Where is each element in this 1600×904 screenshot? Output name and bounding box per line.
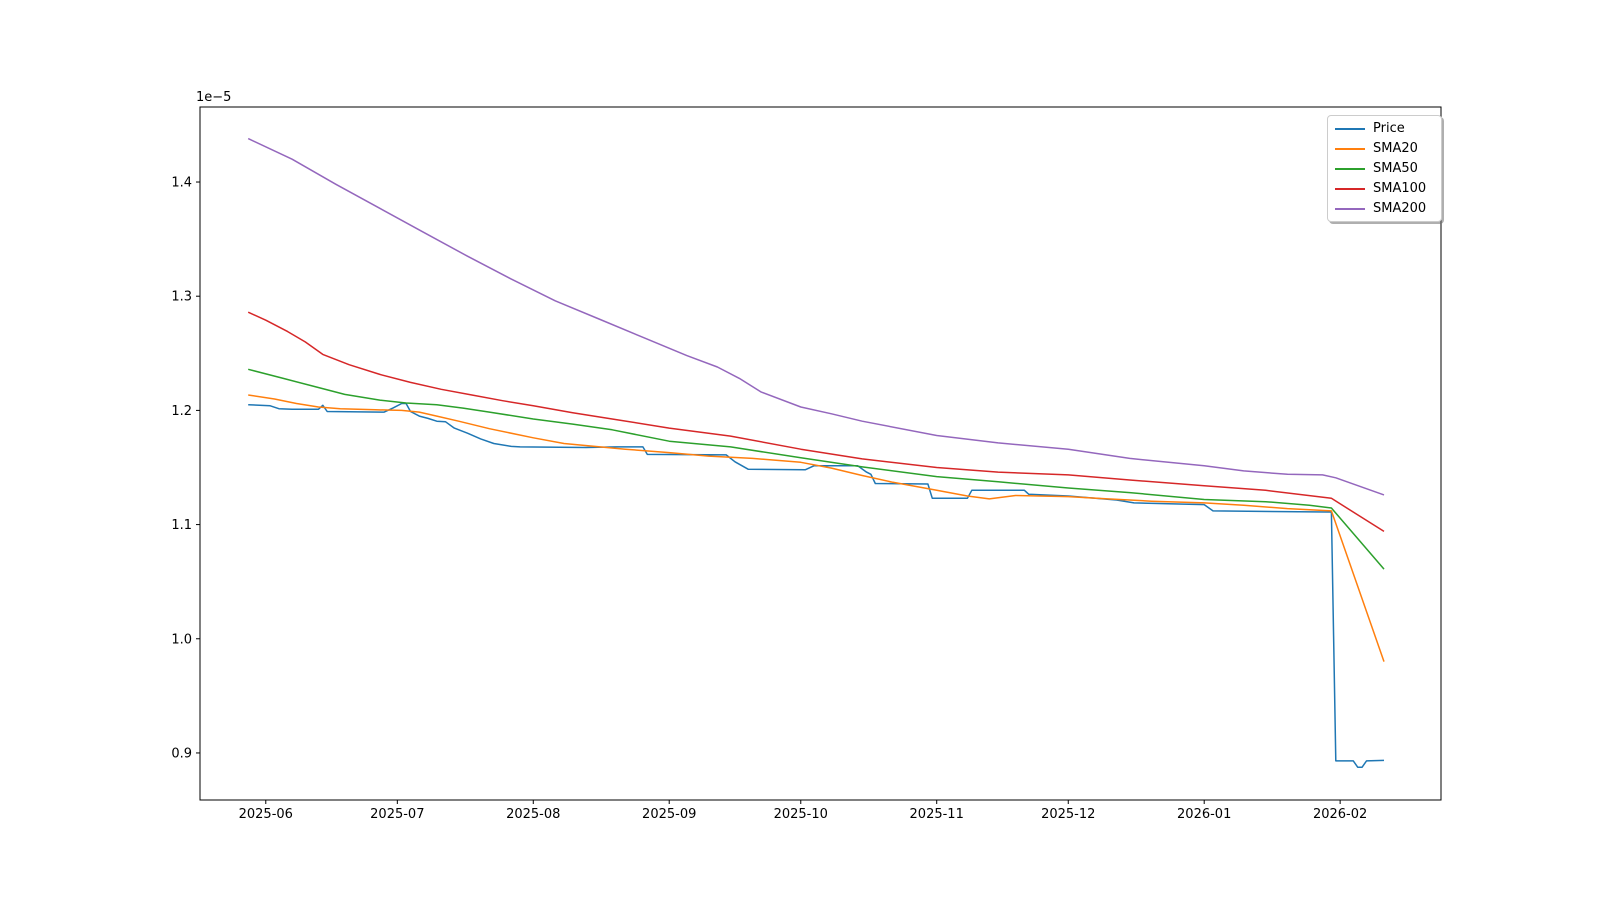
x-tick-label: 2025-08	[506, 807, 560, 822]
legend-item-sma20: SMA20	[1335, 140, 1435, 157]
legend-label-price: Price	[1373, 121, 1405, 136]
axes-frame	[199, 106, 1442, 801]
legend: Price SMA20 SMA50 SMA100 SMA200	[1327, 115, 1442, 222]
legend-line-swatch-sma50	[1335, 167, 1365, 170]
y-tick-label: 1.1	[171, 518, 192, 533]
x-tick-label: 2025-07	[370, 807, 424, 822]
series-line-sma20	[248, 394, 1385, 662]
legend-label-sma200: SMA200	[1373, 201, 1427, 216]
x-tick-label: 2025-10	[774, 807, 828, 822]
legend-item-sma200: SMA200	[1335, 200, 1435, 217]
x-tick-label: 2026-02	[1313, 807, 1367, 822]
x-tick-label: 2025-06	[239, 807, 293, 822]
legend-line-swatch-sma20	[1335, 147, 1365, 150]
legend-line-swatch-sma100	[1335, 187, 1365, 190]
x-tick-label: 2025-11	[910, 807, 964, 822]
legend-label-sma20: SMA20	[1373, 141, 1418, 156]
series-line-sma200	[247, 137, 1385, 496]
x-tick-label: 2026-01	[1177, 807, 1231, 822]
y-axis-offset-text: 1e−5	[196, 90, 231, 105]
legend-label-sma50: SMA50	[1373, 161, 1418, 176]
legend-label-sma100: SMA100	[1373, 181, 1427, 196]
legend-line-swatch-price	[1335, 127, 1365, 130]
x-tick-label: 2025-09	[642, 807, 696, 822]
series-line-sma100	[247, 311, 1385, 533]
legend-item-sma50: SMA50	[1335, 160, 1435, 177]
y-tick-label: 1.3	[171, 290, 192, 305]
legend-item-price: Price	[1335, 120, 1435, 137]
series-line-sma50	[248, 368, 1385, 570]
x-tick-label: 2025-12	[1041, 807, 1095, 822]
y-tick-label: 1.4	[171, 176, 192, 191]
y-tick-label: 0.9	[171, 746, 192, 761]
y-tick-label: 1.2	[171, 404, 192, 419]
legend-line-swatch-sma200	[1335, 207, 1365, 210]
series-line-price	[248, 402, 1385, 768]
y-tick-label: 1.0	[171, 632, 192, 647]
legend-item-sma100: SMA100	[1335, 180, 1435, 197]
